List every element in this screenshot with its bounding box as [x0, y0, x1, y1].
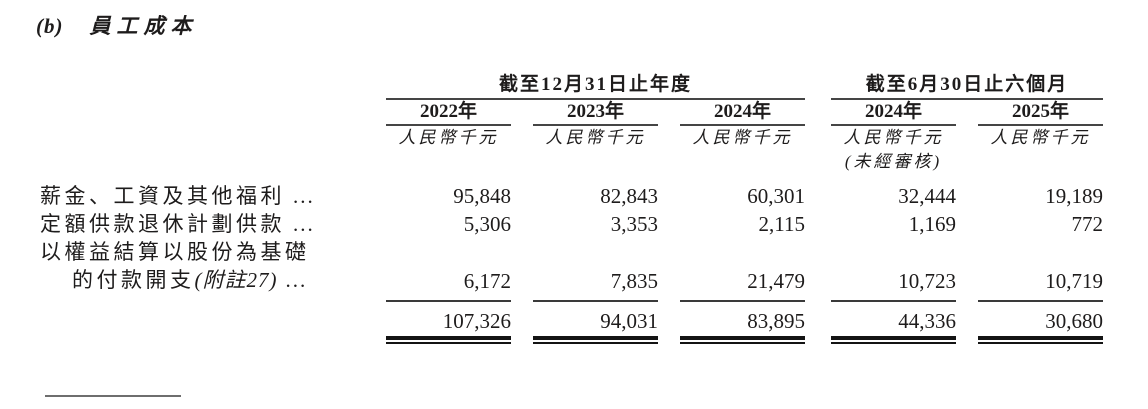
total-cell: 107,326 [386, 301, 511, 344]
column-group-interim: 截至6月30日止六個月 [831, 72, 1103, 100]
spacer-cell [658, 99, 680, 125]
note-reference: (附註27) [194, 268, 278, 292]
spacer-cell [511, 301, 533, 340]
year-header: 2024年 [831, 99, 956, 126]
row-label: 定額供款退休計劃供款... [40, 212, 315, 236]
total-cell: 44,336 [831, 301, 956, 344]
spacer-cell [805, 174, 831, 210]
spacer-cell [805, 210, 831, 238]
year-header: 2024年 [680, 99, 805, 126]
row-label-line2: 的付款開支(附註27)... [72, 268, 308, 292]
table-cell: 5,306 [463, 212, 511, 236]
spacer-cell [956, 99, 978, 125]
spacer-cell [805, 72, 831, 99]
section-letter: (b) [36, 14, 64, 38]
table-cell: 2,115 [758, 212, 805, 236]
table-cell: 7,835 [533, 238, 658, 302]
table-row-retirement: 定額供款退休計劃供款... 5,306 3,353 2,115 1,169 77… [40, 210, 1103, 238]
spacer-cell [658, 174, 680, 210]
footnote-divider [45, 395, 181, 397]
spacer-cell [40, 72, 386, 99]
section-title: (b) 員工成本 [36, 10, 198, 40]
leader-dots: ... [285, 268, 308, 292]
spacer-cell [956, 301, 978, 340]
unit-label: 人民幣千元 [398, 128, 499, 147]
table-cell: 32,444 [898, 184, 956, 208]
unit-row: 人民幣千元 人民幣千元 人民幣千元 人民幣千元 (未經審核) 人民幣千元 [40, 125, 1103, 174]
table-cell: 772 [1071, 212, 1104, 236]
unit-label: 人民幣千元 [990, 128, 1091, 147]
unit-label: 人民幣千元 [545, 128, 646, 147]
table-cell: 3,353 [610, 212, 658, 236]
spacer-cell [511, 238, 533, 301]
spacer-cell [956, 174, 978, 210]
spacer-cell [805, 125, 831, 174]
total-cell: 83,895 [680, 301, 805, 344]
spacer-cell [658, 238, 680, 301]
total-cell: 94,031 [533, 301, 658, 344]
column-group-annual: 截至12月31日止年度 [386, 72, 805, 100]
spacer-cell [805, 301, 831, 340]
table-cell: 10,723 [831, 238, 956, 302]
year-header-row: 2022年 2023年 2024年 2024年 2025年 [40, 99, 1103, 126]
spacer-cell [805, 99, 831, 125]
leader-dots: ... [293, 184, 315, 208]
spacer-cell [956, 238, 978, 301]
table-cell: 6,172 [386, 238, 511, 302]
spacer-cell [511, 99, 533, 125]
spacer-cell [511, 210, 533, 238]
spacer-cell [956, 210, 978, 238]
employee-cost-table: 截至12月31日止年度 截至6月30日止六個月 2022年 2023年 2024… [40, 72, 1103, 344]
section-title-text: 員工成本 [89, 14, 198, 38]
year-header: 2025年 [978, 99, 1103, 126]
spacer-cell [658, 301, 680, 340]
table-row-total: 107,326 94,031 83,895 44,336 30,680 [40, 301, 1103, 344]
spacer-cell [956, 125, 978, 174]
table-cell: 95,848 [453, 184, 511, 208]
spacer-cell [511, 125, 533, 174]
spacer-cell [40, 125, 386, 174]
column-group-header-row: 截至12月31日止年度 截至6月30日止六個月 [40, 72, 1103, 100]
unit-label: 人民幣千元 [843, 128, 944, 147]
spacer-cell [658, 210, 680, 238]
row-label-line1: 以權益結算以股份為基礎 [40, 240, 310, 264]
table-cell: 19,189 [1045, 184, 1103, 208]
row-label: 以權益結算以股份為基礎 的付款開支(附註27)... [40, 238, 386, 301]
leader-dots: ... [293, 212, 315, 236]
total-cell: 30,680 [978, 301, 1103, 344]
year-header: 2023年 [533, 99, 658, 126]
unit-label-unaudited: 人民幣千元 (未經審核) [831, 125, 956, 174]
table-row-share-based: 以權益結算以股份為基礎 的付款開支(附註27)... 6,172 7,835 2… [40, 238, 1103, 302]
row-label: 薪金、工資及其他福利... [40, 184, 315, 208]
spacer-cell [658, 125, 680, 174]
table-cell: 82,843 [600, 184, 658, 208]
table-cell: 60,301 [747, 184, 805, 208]
unaudited-note: (未經審核) [844, 152, 943, 171]
table-cell: 1,169 [908, 212, 956, 236]
table-cell: 10,719 [978, 238, 1103, 302]
year-header: 2022年 [386, 99, 511, 126]
spacer-cell [805, 238, 831, 301]
spacer-cell [40, 301, 386, 340]
table-cell: 21,479 [680, 238, 805, 302]
unit-label: 人民幣千元 [692, 128, 793, 147]
table-row-salaries: 薪金、工資及其他福利... 95,848 82,843 60,301 32,44… [40, 174, 1103, 210]
spacer-cell [40, 99, 386, 125]
spacer-cell [511, 174, 533, 210]
